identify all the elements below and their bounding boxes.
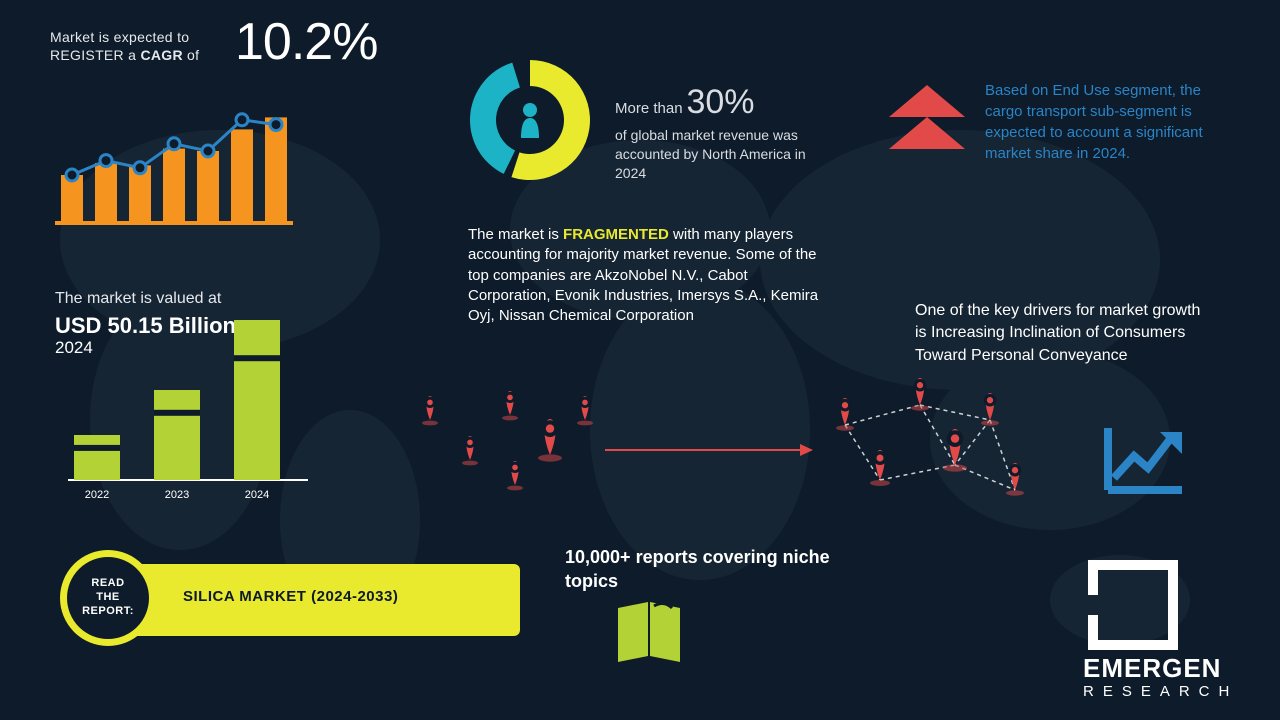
donut-rest: of global market revenue was accounted b… [615, 127, 806, 181]
donut-caption: More than 30% of global market revenue w… [615, 80, 835, 183]
logo-text-line2: RESEARCH [1083, 683, 1238, 700]
flow-arrow-icon [605, 440, 815, 460]
book-icon [610, 600, 690, 670]
emergen-logo-icon [1083, 555, 1183, 655]
read-report-callout[interactable]: READ THE REPORT: SILICA MARKET (2024-203… [60, 550, 530, 648]
report-title: SILICA MARKET (2024-2033) [183, 588, 398, 605]
svg-text:2024: 2024 [245, 489, 269, 501]
donut-chart [465, 55, 595, 185]
cagr-intro-l2b: CAGR [140, 47, 182, 63]
growth-arrow-icon [1100, 420, 1190, 500]
cagr-intro-l1: Market is expected to [50, 29, 189, 45]
red-up-arrows-icon [887, 85, 967, 175]
read-report-l2: THE [96, 591, 120, 603]
fragment-text: The market is FRAGMENTED with many playe… [468, 225, 828, 326]
map-pins-network-icon [810, 370, 1040, 520]
svg-text:2023: 2023 [165, 489, 189, 501]
fragment-highlight: FRAGMENTED [563, 226, 669, 243]
donut-more: More than [615, 100, 683, 117]
fragment-pre: The market is [468, 226, 563, 243]
barline-chart [55, 95, 335, 245]
cagr-intro-l2a: REGISTER a [50, 47, 140, 63]
map-pins-scatter-icon [400, 360, 610, 500]
read-report-l3: REPORT: [82, 605, 134, 617]
cagr-value: 10.2% [235, 12, 377, 72]
svg-text:2022: 2022 [85, 489, 109, 501]
read-report-badge: READ THE REPORT: [60, 550, 156, 646]
reports-count-text: 10,000+ reports covering niche topics [565, 545, 845, 594]
donut-pct: 30% [686, 83, 754, 121]
green-bar-chart: 2022 2023 2024 [68, 310, 358, 520]
cagr-intro-text: Market is expected to REGISTER a CAGR of [50, 28, 230, 64]
driver-text: One of the key drivers for market growth… [915, 300, 1205, 367]
market-value-intro: The market is valued at [55, 290, 221, 308]
segment-note: Based on End Use segment, the cargo tran… [985, 80, 1225, 164]
logo-text-line1: EMERGEN [1083, 653, 1221, 684]
read-report-l1: READ [91, 577, 124, 589]
cagr-intro-l2c: of [183, 47, 199, 63]
